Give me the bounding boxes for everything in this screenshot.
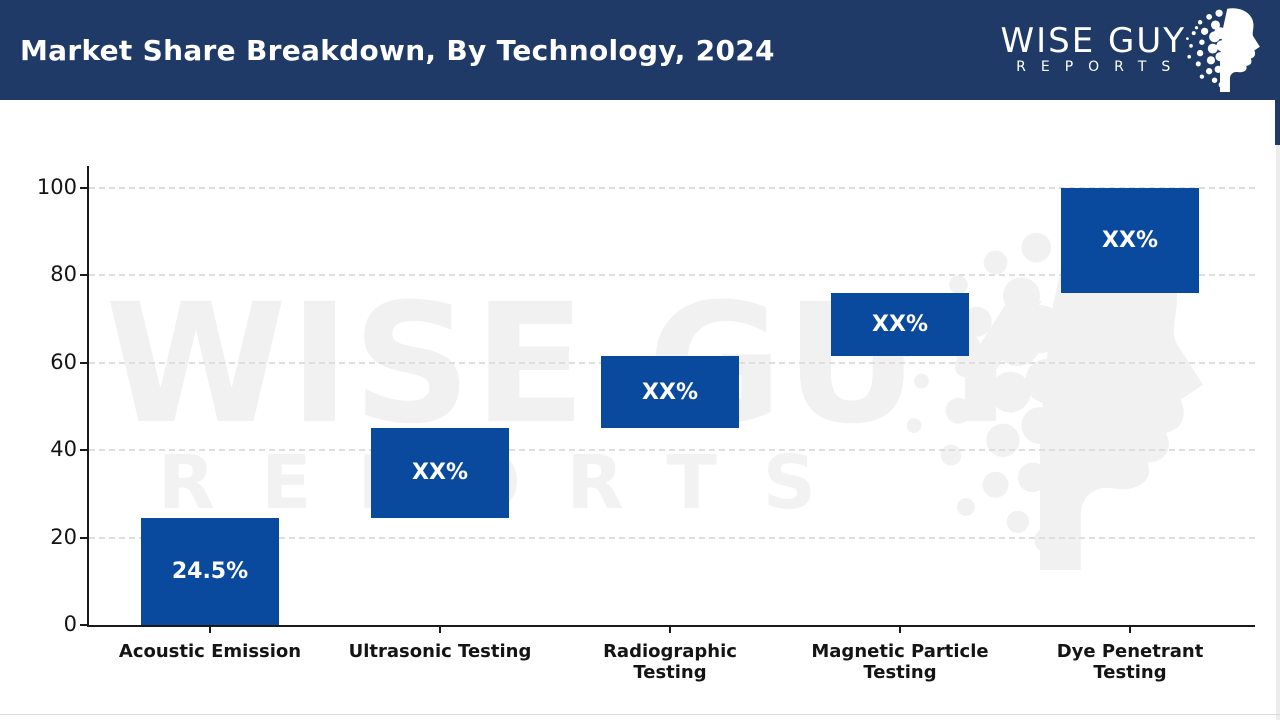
y-tick-label: 0 xyxy=(63,612,77,637)
right-edge-border xyxy=(1276,145,1280,720)
y-tick-label: 100 xyxy=(36,174,77,199)
x-tick xyxy=(899,627,901,633)
bar-value-label: XX% xyxy=(872,311,928,337)
x-axis-line xyxy=(87,625,1255,627)
brand-logo-text: WISE GUY REPORTS xyxy=(1000,21,1186,74)
page-title: Market Share Breakdown, By Technology, 2… xyxy=(20,33,775,67)
y-axis-line xyxy=(87,165,89,627)
watermark-head-icon xyxy=(901,227,1204,570)
header: Market Share Breakdown, By Technology, 2… xyxy=(0,0,1280,100)
category-label: Acoustic Emission xyxy=(118,641,302,662)
bar-dye-penetrant-testing: XX% xyxy=(1061,187,1199,293)
y-tick-label: 20 xyxy=(50,524,77,549)
bottom-divider xyxy=(0,714,1280,715)
y-gridline xyxy=(89,274,1255,276)
y-gridline xyxy=(89,536,1255,539)
right-edge-accent xyxy=(1275,0,1280,145)
y-tick-label: 80 xyxy=(50,262,77,287)
y-tick-label: 40 xyxy=(50,437,77,462)
y-tick xyxy=(80,624,87,626)
bar-value-label: XX% xyxy=(1102,227,1158,253)
brand-logo: WISE GUY REPORTS xyxy=(1000,6,1266,92)
y-tick xyxy=(80,274,87,276)
x-tick xyxy=(209,627,211,633)
category-label: Radiographic Testing xyxy=(603,641,737,683)
logo-subtitle: REPORTS xyxy=(1016,58,1186,75)
y-tick xyxy=(80,449,87,451)
bar-magnetic-particle-testing: XX% xyxy=(831,292,969,356)
y-tick xyxy=(80,536,87,539)
logo-wordmark: WISE GUY xyxy=(1000,21,1186,62)
bar-value-label: 24.5% xyxy=(171,558,249,584)
y-gridline xyxy=(89,186,1255,189)
x-tick xyxy=(1129,627,1131,633)
bar-value-label: XX% xyxy=(642,379,698,405)
bar-ultrasonic-testing: XX% xyxy=(371,428,509,518)
y-gridline xyxy=(89,449,1255,451)
category-label: Dye Penetrant Testing xyxy=(1056,641,1204,683)
bar-acoustic-emission: 24.5% xyxy=(141,517,279,625)
y-tick xyxy=(80,361,87,364)
y-tick xyxy=(80,186,87,189)
chart-plot-area: 0 20 40 60 80 100 24.5% Acoustic Emission XX% Ult… xyxy=(0,100,1280,720)
x-tick xyxy=(669,627,671,633)
category-label: Ultrasonic Testing xyxy=(348,641,532,662)
x-tick xyxy=(439,627,441,633)
category-label: Magnetic Particle Testing xyxy=(811,641,989,683)
head-logo-icon xyxy=(1186,8,1260,92)
bar-radiographic-testing: XX% xyxy=(601,355,739,429)
y-tick-label: 60 xyxy=(50,349,77,374)
bar-value-label: XX% xyxy=(412,460,468,486)
